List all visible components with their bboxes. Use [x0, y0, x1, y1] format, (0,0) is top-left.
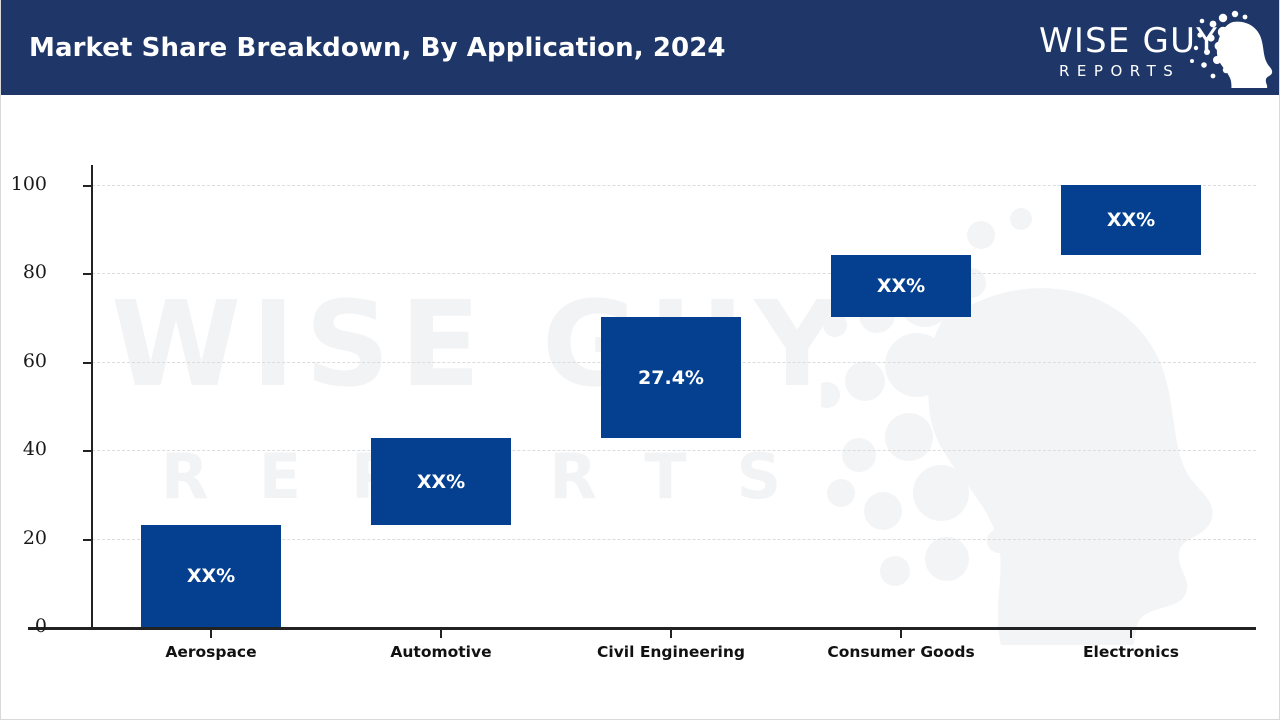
- bar-label-automotive: XX%: [416, 470, 466, 493]
- y-tick-mark-0: [83, 627, 92, 629]
- y-tick-mark-80: [83, 273, 92, 275]
- y-tick-mark-100: [83, 185, 92, 187]
- x-tick-mark-aerospace: [210, 629, 212, 638]
- gridline-100: [92, 185, 1256, 186]
- logo-head-icon: [1190, 10, 1273, 95]
- gridline-80: [92, 273, 1256, 274]
- page-header: Market Share Breakdown, By Application, …: [1, 0, 1279, 95]
- y-tick-mark-20: [83, 539, 92, 541]
- chart-plot-area: WISE GUY REPORTS: [1, 95, 1279, 719]
- x-tick-mark-civil: [670, 629, 672, 638]
- y-tick-label-20: 20: [22, 527, 47, 549]
- bar-consumer-goods[interactable]: XX%: [831, 255, 971, 317]
- svg-text:WISE GUY: WISE GUY: [1039, 21, 1218, 61]
- bar-label-civil-engineering: 27.4%: [638, 366, 704, 389]
- x-tick-mark-consumer: [900, 629, 902, 638]
- x-tick-label-aerospace: Aerospace: [165, 643, 257, 661]
- y-tick-label-60: 60: [22, 350, 47, 372]
- x-tick-label-consumer: Consumer Goods: [827, 643, 975, 661]
- x-tick-mark-automotive: [440, 629, 442, 638]
- x-tick-label-electronics: Electronics: [1082, 643, 1180, 661]
- y-tick-mark-40: [83, 450, 92, 452]
- page-title: Market Share Breakdown, By Application, …: [29, 32, 726, 63]
- logo-svg: WISE GUY REPORTS: [1039, 10, 1273, 95]
- gridline-40: [92, 450, 1256, 451]
- y-axis-line: [91, 165, 93, 628]
- y-tick-label-40: 40: [22, 438, 47, 460]
- wise-guy-reports-logo: WISE GUY REPORTS: [1027, 8, 1275, 95]
- bar-label-aerospace: XX%: [186, 565, 236, 587]
- gridline-20: [92, 539, 1256, 540]
- bar-civil-engineering[interactable]: 27.4%: [601, 317, 741, 438]
- x-axis-line: [28, 627, 1256, 630]
- bar-electronics[interactable]: XX%: [1061, 185, 1201, 255]
- bar-label-electronics: XX%: [1106, 209, 1156, 231]
- y-tick-label-100: 100: [10, 173, 47, 195]
- bar-aerospace[interactable]: XX%: [141, 525, 281, 627]
- bar-automotive[interactable]: XX%: [371, 438, 511, 525]
- x-tick-label-automotive: Automotive: [390, 643, 492, 661]
- y-tick-label-0: 0: [34, 615, 47, 637]
- y-tick-mark-60: [83, 362, 92, 364]
- svg-text:REPORTS: REPORTS: [1059, 62, 1180, 80]
- bar-label-consumer-goods: XX%: [876, 275, 926, 297]
- x-tick-label-civil: Civil Engineering: [597, 643, 745, 661]
- x-tick-mark-electronics: [1130, 629, 1132, 638]
- y-tick-label-80: 80: [22, 261, 47, 283]
